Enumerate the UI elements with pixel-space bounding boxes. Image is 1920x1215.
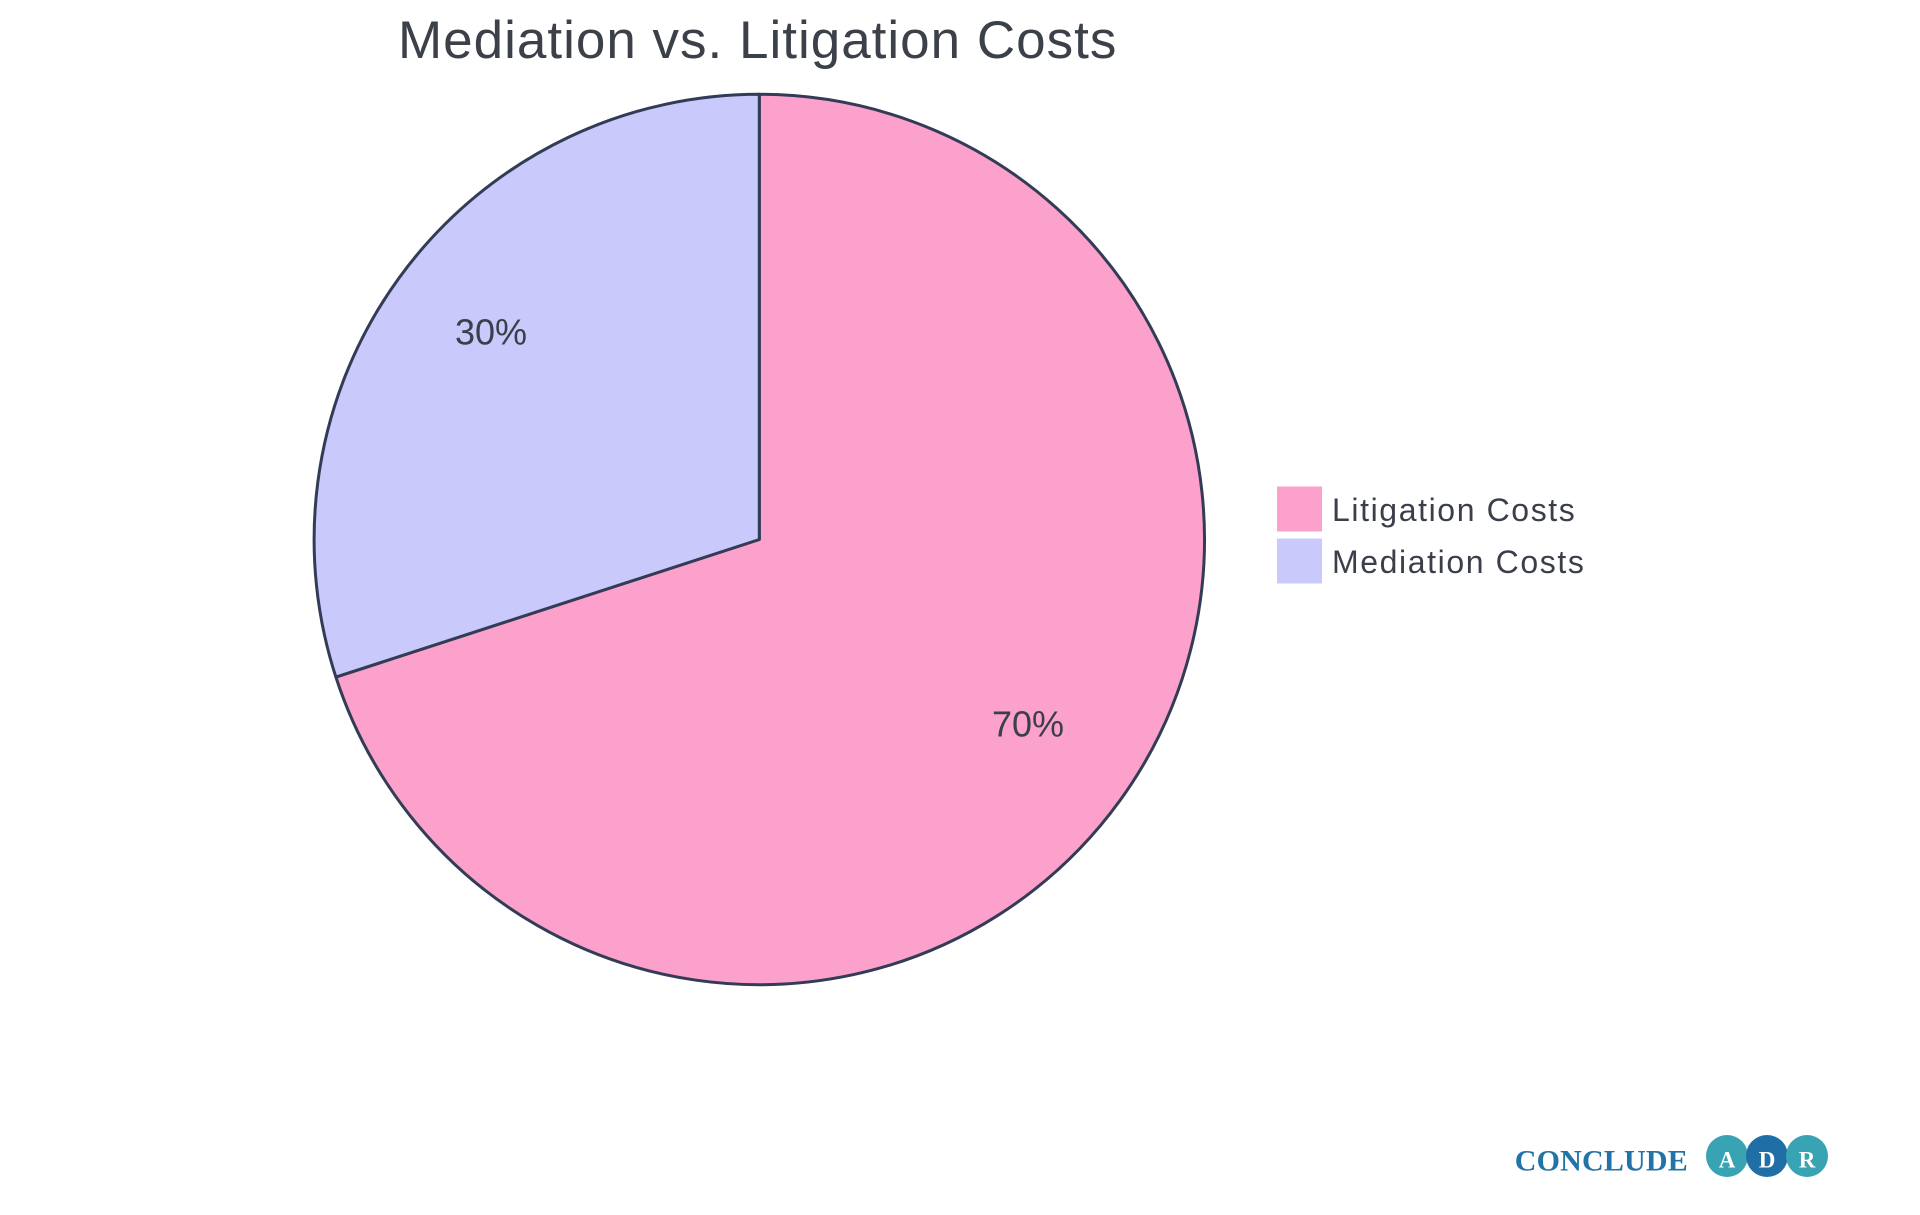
svg-text:CONCLUDE: CONCLUDE [1515, 1145, 1688, 1178]
svg-text:D: D [1759, 1148, 1776, 1173]
svg-text:30%: 30% [455, 312, 527, 353]
svg-text:R: R [1799, 1148, 1816, 1173]
svg-text:Mediation Costs: Mediation Costs [1332, 544, 1585, 580]
svg-text:A: A [1719, 1148, 1736, 1173]
svg-text:70%: 70% [992, 704, 1064, 745]
svg-text:Mediation vs. Litigation Costs: Mediation vs. Litigation Costs [398, 11, 1117, 70]
svg-text:Litigation Costs: Litigation Costs [1332, 492, 1576, 528]
